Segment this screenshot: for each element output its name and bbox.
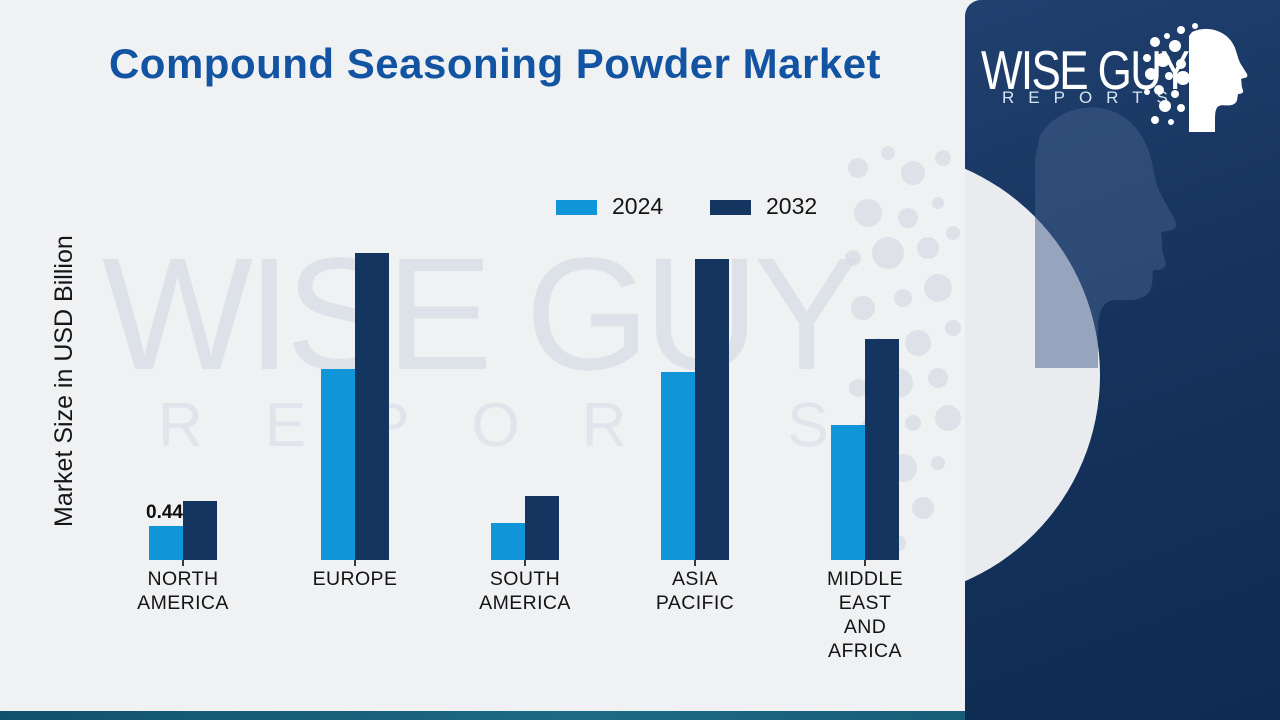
bar-2032-south-america: [525, 496, 559, 560]
category-label-europe: EUROPE: [312, 568, 398, 590]
legend-label-2024: 2024: [612, 193, 664, 219]
data-label-north-america-2024: 0.44: [146, 502, 183, 523]
head-profile-icon: [1143, 23, 1248, 133]
category-label-asia-pacific: ASIA PACIFIC: [655, 568, 735, 614]
bar-2024-asia-pacific: [661, 372, 695, 560]
brand-panel: WISE GUY REPORTS: [965, 0, 1280, 720]
watermark-wiseguy-text: WISE GUY: [102, 224, 860, 403]
axis-tick: [694, 560, 696, 566]
watermark-reports-text: REPORTS: [158, 391, 891, 460]
category-label-north-america: NORTH AMERICA: [137, 568, 229, 614]
bar-2024-europe: [321, 369, 355, 560]
logo-reports-text: REPORTS: [1002, 88, 1182, 107]
legend-label-2032: 2032: [766, 193, 818, 219]
axis-tick: [524, 560, 526, 566]
category-label-south-america: SOUTH AMERICA: [479, 568, 571, 614]
bar-2032-asia-pacific: [695, 259, 729, 560]
bar-2024-north-america: [149, 526, 183, 560]
bar-2024-south-america: [491, 523, 525, 560]
axis-tick: [864, 560, 866, 566]
bar-2032-middle-east-and-africa: [865, 339, 899, 560]
legend-swatch-2024: [556, 200, 597, 215]
category-label-middle-east-and-africa: MIDDLE EAST AND AFRICA: [826, 568, 904, 662]
axis-tick: [182, 560, 184, 566]
axis-tick: [354, 560, 356, 566]
y-axis-label: Market Size in USD Billion: [50, 235, 78, 527]
bar-2024-middle-east-and-africa: [831, 425, 865, 560]
panel-circle-and-face-art: [965, 107, 1177, 582]
chart-title: Compound Seasoning Powder Market: [108, 40, 882, 87]
footer-bar: [0, 711, 965, 720]
ghost-head-profile: [1035, 107, 1177, 368]
bar-2032-europe: [355, 253, 389, 560]
bar-2032-north-america: [183, 501, 217, 560]
legend-swatch-2032: [710, 200, 751, 215]
